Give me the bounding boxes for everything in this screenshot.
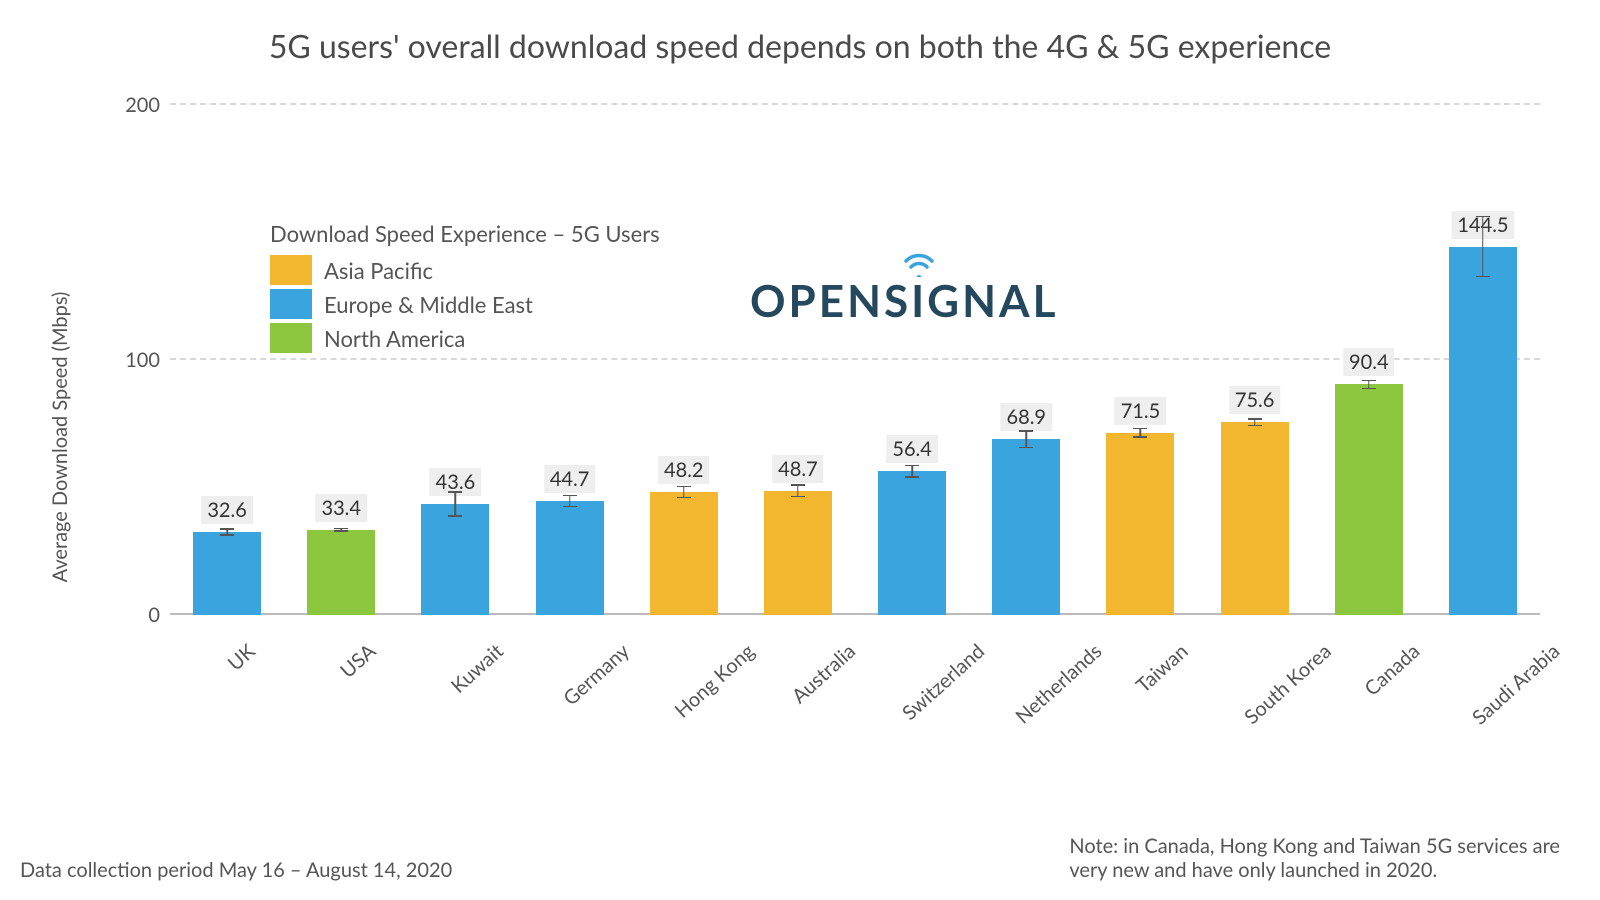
- legend-label: Asia Pacific: [324, 257, 433, 284]
- legend-swatch: [270, 289, 312, 319]
- footer-right: Note: in Canada, Hong Kong and Taiwan 5G…: [1069, 834, 1560, 882]
- x-axis-label: Canada: [1312, 615, 1426, 745]
- value-label: 33.4: [315, 494, 367, 522]
- bar: 48.2: [650, 492, 718, 615]
- error-bar: [1362, 380, 1376, 389]
- x-axis-label: Kuwait: [398, 615, 512, 745]
- wifi-icon: [901, 253, 937, 277]
- bar: 48.7: [764, 491, 832, 615]
- x-axis-label: Australia: [741, 615, 855, 745]
- legend-swatch: [270, 323, 312, 353]
- x-axis-label: Taiwan: [1083, 615, 1197, 745]
- y-tick-label: 200: [120, 93, 160, 117]
- legend-label: Europe & Middle East: [324, 291, 533, 318]
- error-bar: [677, 486, 691, 499]
- bar: 144.5: [1449, 247, 1517, 615]
- bar-slot: 75.6: [1198, 422, 1312, 615]
- value-label: 75.6: [1229, 386, 1281, 414]
- value-label: 56.4: [886, 435, 938, 463]
- bar-slot: 44.7: [513, 501, 627, 615]
- value-label: 48.2: [658, 456, 710, 484]
- error-bar: [1476, 216, 1490, 277]
- error-bar: [1133, 428, 1147, 438]
- bar-slot: 90.4: [1312, 384, 1426, 615]
- bar: 90.4: [1335, 384, 1403, 615]
- value-label: 68.9: [1001, 403, 1053, 431]
- x-axis-label: South Korea: [1198, 615, 1312, 745]
- footer-left: Data collection period May 16 – August 1…: [20, 858, 452, 882]
- plot-area: 010020032.633.443.644.748.248.756.468.97…: [170, 105, 1540, 615]
- y-axis-label: Average Download Speed (Mbps): [48, 292, 72, 583]
- bar-slot: 68.9: [969, 439, 1083, 615]
- error-bar: [334, 528, 348, 532]
- chart-container: 5G users' overall download speed depends…: [0, 0, 1600, 900]
- opensignal-logo: OPENSIGNAL: [750, 275, 1058, 327]
- error-bar: [448, 491, 462, 517]
- x-axis-label: UK: [170, 615, 284, 745]
- error-bar: [563, 495, 577, 508]
- value-label: 32.6: [201, 496, 253, 524]
- error-bar: [1248, 418, 1262, 426]
- x-axis-label: Saudi Arabia: [1426, 615, 1540, 745]
- legend-item: North America: [270, 323, 660, 353]
- error-bar: [220, 528, 234, 536]
- error-bar: [1019, 430, 1033, 448]
- bar-slot: 144.5: [1426, 247, 1540, 615]
- bar: 68.9: [992, 439, 1060, 615]
- x-axis-label: Switzerland: [855, 615, 969, 745]
- bar-slot: 48.7: [741, 491, 855, 615]
- bar-slot: 71.5: [1083, 433, 1197, 615]
- x-axis-labels: UKUSAKuwaitGermanyHong KongAustraliaSwit…: [170, 615, 1540, 745]
- chart-title: 5G users' overall download speed depends…: [40, 26, 1560, 65]
- x-axis-label: Hong Kong: [627, 615, 741, 745]
- x-axis-label: USA: [284, 615, 398, 745]
- logo-text-after: GNAL: [927, 275, 1058, 327]
- bar-slot: 32.6: [170, 532, 284, 615]
- value-label: 44.7: [544, 465, 596, 493]
- y-tick-label: 0: [120, 603, 160, 627]
- value-label: 71.5: [1115, 397, 1167, 425]
- bar: 33.4: [307, 530, 375, 615]
- x-axis-label: Netherlands: [969, 615, 1083, 745]
- bar: 71.5: [1106, 433, 1174, 615]
- value-label: 48.7: [772, 455, 824, 483]
- bars: 32.6 33.4 43.6 44.7 48.2 48.7 56.4 68.9 71.5 75.6…: [170, 105, 1540, 615]
- chart-area: Average Download Speed (Mbps) 010020032.…: [110, 105, 1580, 745]
- bar: 75.6: [1221, 422, 1289, 615]
- value-label: 90.4: [1343, 348, 1395, 376]
- y-tick-label: 100: [120, 348, 160, 372]
- bar-slot: 56.4: [855, 471, 969, 615]
- logo-text-before: OPENS: [750, 275, 911, 327]
- legend-swatch: [270, 255, 312, 285]
- error-bar: [791, 484, 805, 497]
- legend-item: Europe & Middle East: [270, 289, 660, 319]
- bar-slot: 48.2: [627, 492, 741, 615]
- logo-i: I: [911, 275, 927, 327]
- bar: 43.6: [421, 504, 489, 615]
- bar: 56.4: [878, 471, 946, 615]
- legend-label: North America: [324, 325, 465, 352]
- bar: 44.7: [536, 501, 604, 615]
- footer-right-line2: very new and have only launched in 2020.: [1069, 858, 1560, 882]
- x-axis-label: Germany: [513, 615, 627, 745]
- legend-item: Asia Pacific: [270, 255, 660, 285]
- footer-right-line1: Note: in Canada, Hong Kong and Taiwan 5G…: [1069, 834, 1560, 858]
- bar-slot: 43.6: [398, 504, 512, 615]
- legend: Download Speed Experience – 5G Users Asi…: [270, 220, 660, 357]
- bar: 32.6: [193, 532, 261, 615]
- bar-slot: 33.4: [284, 530, 398, 615]
- error-bar: [905, 465, 919, 478]
- legend-title: Download Speed Experience – 5G Users: [270, 220, 660, 247]
